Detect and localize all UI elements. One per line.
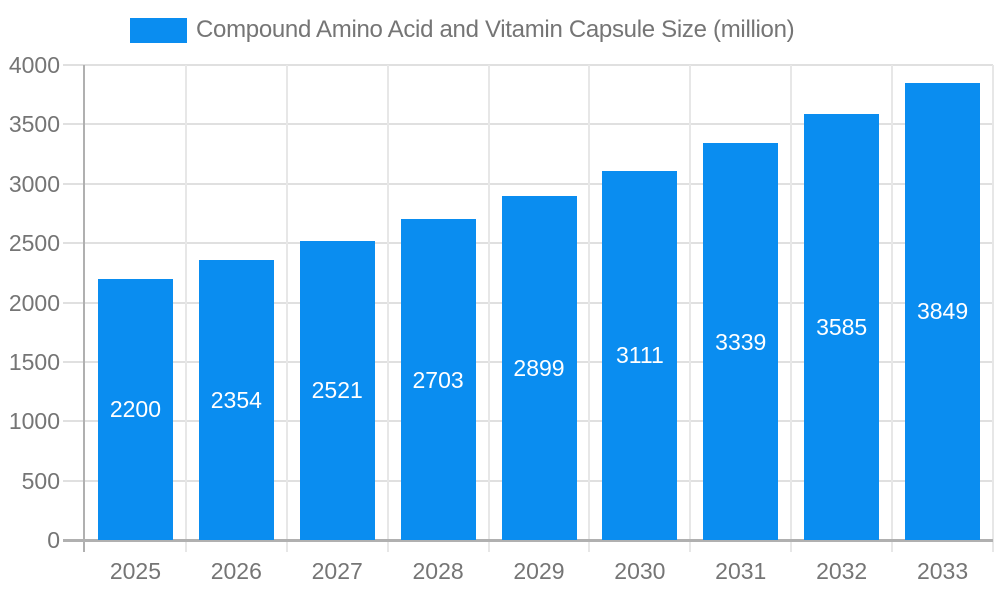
y-gridline	[63, 182, 993, 185]
bar	[400, 219, 476, 540]
x-gridline	[992, 65, 994, 552]
x-gridline	[891, 65, 894, 552]
bar	[198, 260, 274, 540]
x-axis-line	[63, 539, 993, 542]
x-gridline	[689, 65, 692, 552]
x-tick-label: 2033	[916, 558, 969, 584]
y-axis-line	[83, 65, 85, 552]
bar	[804, 114, 880, 540]
x-tick-label: 2031	[715, 558, 767, 584]
x-tick-label: 2028	[412, 558, 464, 584]
x-gridline	[386, 65, 389, 552]
legend-swatch	[130, 17, 187, 43]
y-tick-label: 2000	[8, 289, 60, 316]
bar-value-label: 3849	[916, 298, 969, 325]
chart-title: Compound Amino Acid and Vitamin Capsule …	[196, 16, 795, 43]
bar-value-label: 2899	[513, 354, 565, 381]
x-gridline	[588, 65, 591, 552]
y-gridline	[63, 64, 993, 66]
bar-value-label: 2703	[412, 366, 464, 393]
y-tick-label: 4000	[8, 52, 60, 78]
bar	[97, 278, 173, 540]
y-tick-label: 1000	[8, 408, 60, 435]
x-tick-label: 2026	[210, 558, 262, 584]
bar	[703, 143, 779, 540]
x-gridline	[790, 65, 793, 552]
bar-value-label: 2521	[311, 377, 363, 404]
y-tick-label: 3500	[8, 111, 60, 138]
bar-value-label: 3585	[816, 314, 868, 341]
x-tick-label: 2030	[614, 558, 666, 584]
x-gridline	[285, 65, 288, 552]
y-tick-label: 0	[47, 527, 60, 553]
x-tick-label: 2027	[311, 558, 363, 584]
bar-value-label: 2354	[210, 387, 262, 414]
y-tick-label: 2500	[8, 230, 60, 257]
chart-legend: Compound Amino Acid and Vitamin Capsule …	[130, 16, 795, 44]
x-tick-label: 2025	[109, 558, 162, 584]
bar-value-label: 3339	[715, 328, 767, 355]
bar	[501, 195, 577, 540]
bar	[602, 170, 678, 540]
bar-value-label: 3111	[615, 342, 664, 369]
y-gridline	[63, 123, 993, 126]
y-tick-label: 3000	[8, 170, 60, 197]
y-tick-label: 500	[21, 467, 60, 494]
bar-value-label: 2200	[109, 396, 162, 423]
bar	[905, 82, 981, 540]
x-gridline	[184, 65, 187, 552]
x-tick-label: 2029	[513, 558, 565, 584]
y-tick-label: 1500	[8, 348, 60, 375]
x-gridline	[487, 65, 490, 552]
bar	[299, 240, 375, 540]
x-tick-label: 2032	[816, 558, 868, 584]
